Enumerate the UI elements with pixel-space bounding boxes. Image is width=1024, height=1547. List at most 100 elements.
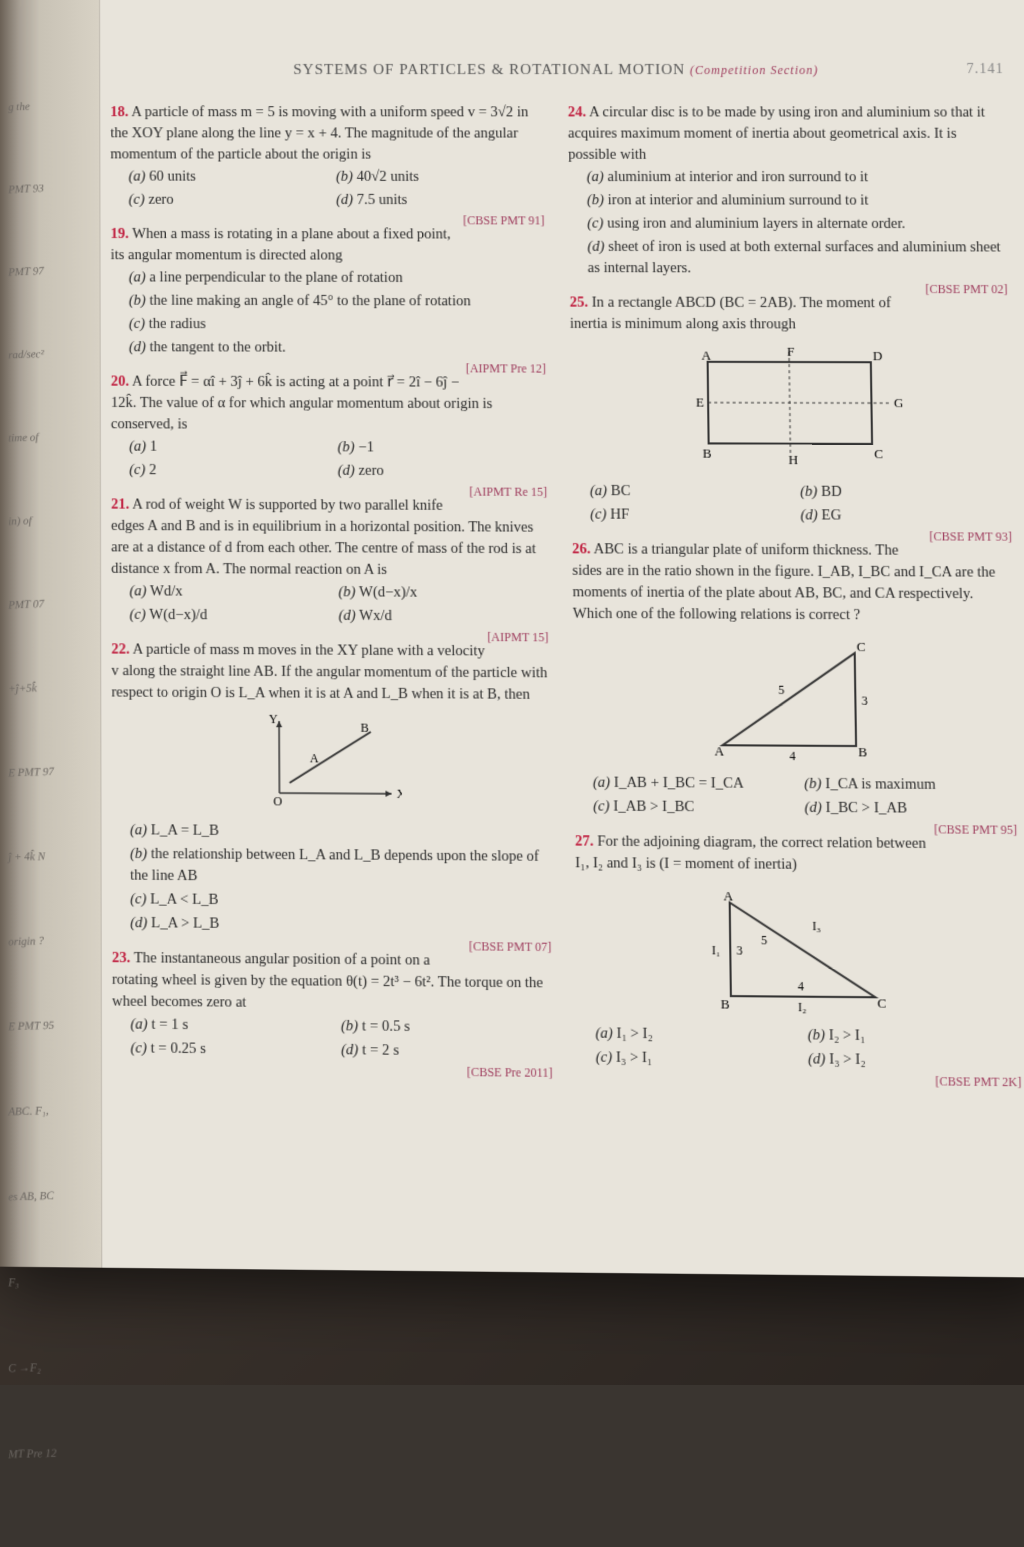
margin-note: in) of: [8, 513, 89, 528]
option: (c) W(d−x)/d: [129, 604, 338, 629]
svg-text:X: X: [397, 787, 402, 801]
option: (d) zero: [338, 459, 547, 483]
option: (c) L_A < L_B: [130, 888, 551, 915]
margin-note: MT Pre 12: [8, 1446, 90, 1461]
question: 24. A circular disc is to be made by usi…: [568, 102, 1008, 281]
options: (a) Wd/x (b) W(d−x)/x (c) W(d−x)/d (d) W…: [111, 580, 548, 629]
option: (a) 60 units: [128, 165, 336, 188]
margin-note: rad/sec²: [8, 347, 89, 362]
option: (c) using iron and aluminium layers in a…: [587, 212, 1007, 236]
options: (a) a line perpendicular to the plane of…: [111, 266, 546, 360]
margin-notes: g thePMT 93PMT 97rad/sec²time ofin) ofPM…: [8, 100, 90, 1534]
question: 23. The instantaneous angular position o…: [112, 948, 553, 1065]
svg-text:B: B: [703, 445, 712, 460]
svg-text:A: A: [701, 347, 711, 362]
svg-text:B: B: [858, 744, 867, 760]
svg-text:5: 5: [761, 933, 767, 948]
margin-note: es AB, BC: [8, 1189, 90, 1204]
question-number: 20.: [111, 373, 129, 389]
question: 21. A rod of weight W is supported by tw…: [111, 494, 548, 629]
svg-text:H: H: [788, 452, 798, 467]
options: (a) I_AB + I_BC = I_CA (b) I_CA is maxim…: [574, 771, 1017, 821]
chapter-title: SYSTEMS OF PARTICLES & ROTATIONAL MOTION: [293, 62, 685, 78]
margin-note: ĵ + 4k̂ N: [8, 849, 90, 864]
margin-note: +ĵ+5k̂: [8, 681, 89, 696]
page-number: 7.141: [966, 60, 1004, 81]
margin-note: origin ?: [8, 934, 90, 949]
source-tag: [CBSE PMT 93]: [929, 528, 1012, 546]
margin-note: E PMT 95: [8, 1019, 90, 1034]
option: (d) Wx/d: [338, 605, 548, 630]
question-text: ABC is a triangular plate of uniform thi…: [572, 541, 995, 623]
option: (d) L_A > L_B: [130, 912, 551, 939]
question-text: A particle of mass m = 5 is moving with …: [110, 104, 528, 163]
question-text: For the adjoining diagram, the correct r…: [575, 833, 926, 873]
option: (b) I_CA is maximum: [804, 773, 1016, 798]
option: (c) I_AB > I_BC: [593, 795, 805, 820]
option: (b) BD: [800, 480, 1011, 504]
svg-text:O: O: [273, 794, 282, 808]
option: (b) the line making an angle of 45° to t…: [129, 289, 546, 313]
question: 26. ABC is a triangular plate of uniform…: [572, 539, 1017, 822]
margin-note: time of: [8, 430, 89, 445]
source-tag: [CBSE PMT 07]: [469, 938, 552, 957]
svg-text:A: A: [310, 751, 319, 765]
svg-text:A: A: [714, 743, 724, 759]
margin-note: PMT 93: [8, 181, 89, 196]
options: (a) aluminium at interior and iron surro…: [568, 166, 1007, 281]
options: (a) t = 1 s (b) t = 0.5 s (c) t = 0.25 s…: [112, 1013, 553, 1065]
svg-text:I₁: I₁: [712, 943, 721, 958]
question: 19. When a mass is rotating in a plane a…: [111, 224, 546, 361]
option: (a) 1: [129, 435, 338, 459]
source-tag: [AIPMT Re 15]: [469, 483, 547, 501]
source-tag: [AIPMT Pre 12]: [466, 360, 546, 378]
question-text: When a mass is rotating in a plane about…: [111, 226, 451, 264]
option: (c) I₃ > I₁: [596, 1046, 809, 1072]
options: (a) 1 (b) −1 (c) 2 (d) zero [AIPMT Re 15…: [111, 435, 547, 483]
question-number: 27.: [575, 833, 594, 850]
question-number: 18.: [110, 104, 128, 120]
svg-text:I₂: I₂: [798, 1000, 807, 1015]
source-tag: [CBSE PMT 91]: [463, 212, 545, 230]
option: (d) sheet of iron is used at both extern…: [587, 236, 1007, 281]
option: (c) t = 0.25 s: [130, 1037, 341, 1063]
option: (c) HF: [590, 503, 801, 527]
margin-note: PMT 07: [8, 597, 89, 612]
source-tag: [CBSE PMT 2K]: [935, 1073, 1021, 1092]
svg-text:5: 5: [778, 683, 784, 697]
svg-text:C: C: [874, 446, 883, 461]
options: (a) BC (b) BD (c) HF (d) EG [CBSE PMT 93…: [571, 480, 1011, 529]
question: 20. A force F⃗ = αî + 3ĵ + 6k̂ is acting…: [111, 371, 547, 483]
option: (d) I₃ > I₂: [808, 1048, 1021, 1074]
figure-rectangle: A F D E G B H C: [677, 341, 903, 474]
option: (a) aluminium at interior and iron surro…: [587, 166, 1006, 190]
option: (c) zero: [129, 188, 337, 211]
svg-text:F: F: [787, 344, 795, 359]
question-number: 26.: [572, 541, 591, 557]
svg-text:3: 3: [736, 943, 742, 958]
options: (a) 60 units (b) 40√2 units (c) zero (d)…: [110, 165, 544, 212]
option: (a) Wd/x: [129, 580, 338, 604]
option: (a) I₁ > I₂: [595, 1022, 808, 1048]
question: 25. In a rectangle ABCD (BC = 2AB). The …: [570, 292, 1012, 528]
question-number: 21.: [111, 496, 129, 512]
section-subtitle: (Competition Section): [690, 63, 819, 77]
option: (b) I₂ > I₁: [808, 1024, 1021, 1050]
svg-text:Y: Y: [269, 712, 278, 726]
margin-note: g the: [8, 99, 89, 114]
option: (d) 7.5 units: [336, 189, 544, 212]
option: (c) the radius: [129, 313, 546, 337]
option: (c) 2: [129, 459, 338, 483]
svg-text:B: B: [361, 721, 369, 735]
svg-text:I₃: I₃: [812, 919, 821, 934]
question: 27. For the adjoining diagram, the corre…: [575, 831, 1021, 1074]
figure-triangle-inertia: A B C I₁ 3 5 I₃ 4 I₂: [699, 882, 897, 1019]
option: (b) t = 0.5 s: [341, 1015, 552, 1041]
question-text: A particle of mass m moves in the XY pla…: [111, 641, 547, 703]
option: (d) the tangent to the orbit.: [129, 336, 546, 360]
source-tag: [CBSE PMT 02]: [925, 281, 1008, 299]
svg-text:E: E: [696, 394, 704, 409]
source-tag: [CBSE PMT 95]: [934, 821, 1017, 840]
svg-text:B: B: [721, 996, 730, 1012]
svg-text:3: 3: [861, 693, 867, 707]
